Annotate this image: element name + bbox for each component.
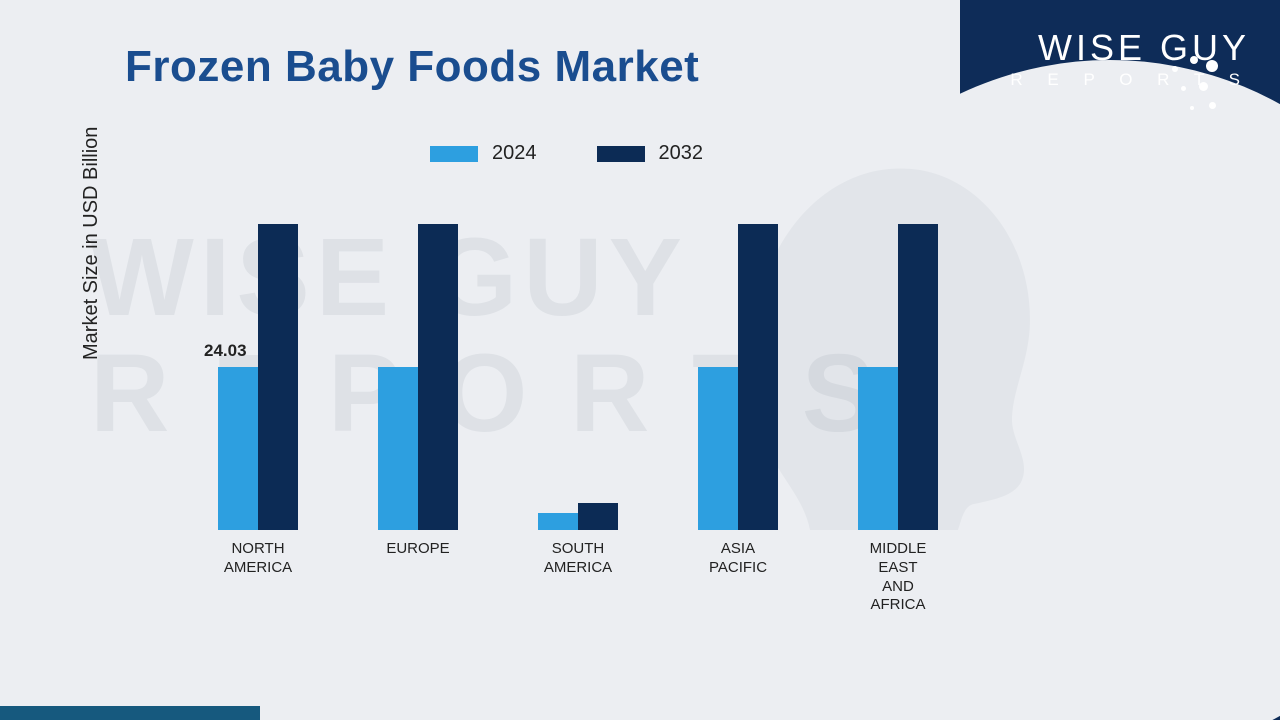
x-axis-category-label: ASIA PACIFIC <box>678 540 798 578</box>
bar-value-label: 24.03 <box>204 341 247 361</box>
chart-title: Frozen Baby Foods Market <box>125 42 699 92</box>
bar-2024 <box>378 367 418 530</box>
plot-area: 24.03 <box>160 190 960 530</box>
bar-chart: Market Size in USD Billion 24.03 NORTH A… <box>100 150 960 630</box>
brand-logo: WISE GUY R E P O R T S <box>1010 30 1250 90</box>
bar-2032 <box>578 503 618 530</box>
x-axis-category-label: SOUTH AMERICA <box>518 540 638 578</box>
page-root: WISE GUY R E P O R T S Frozen Baby Foods… <box>0 0 1280 720</box>
bar-2024 <box>858 367 898 530</box>
logo-text-main: WISE GUY <box>1010 30 1250 66</box>
footer-accent-bar <box>0 706 260 720</box>
x-axis-category-label: NORTH AMERICA <box>198 540 318 578</box>
y-axis-label: Market Size in USD Billion <box>80 127 103 360</box>
x-axis-category-label: MIDDLE EAST AND AFRICA <box>838 540 958 615</box>
bar-2032 <box>258 224 298 530</box>
bar-2024 <box>218 367 258 530</box>
bar-2024 <box>698 367 738 530</box>
bar-2032 <box>738 224 778 530</box>
bar-2024 <box>538 513 578 530</box>
x-axis-category-label: EUROPE <box>358 540 478 559</box>
logo-text-sub: R E P O R T S <box>1010 70 1250 90</box>
bar-2032 <box>418 224 458 530</box>
bar-2032 <box>898 224 938 530</box>
